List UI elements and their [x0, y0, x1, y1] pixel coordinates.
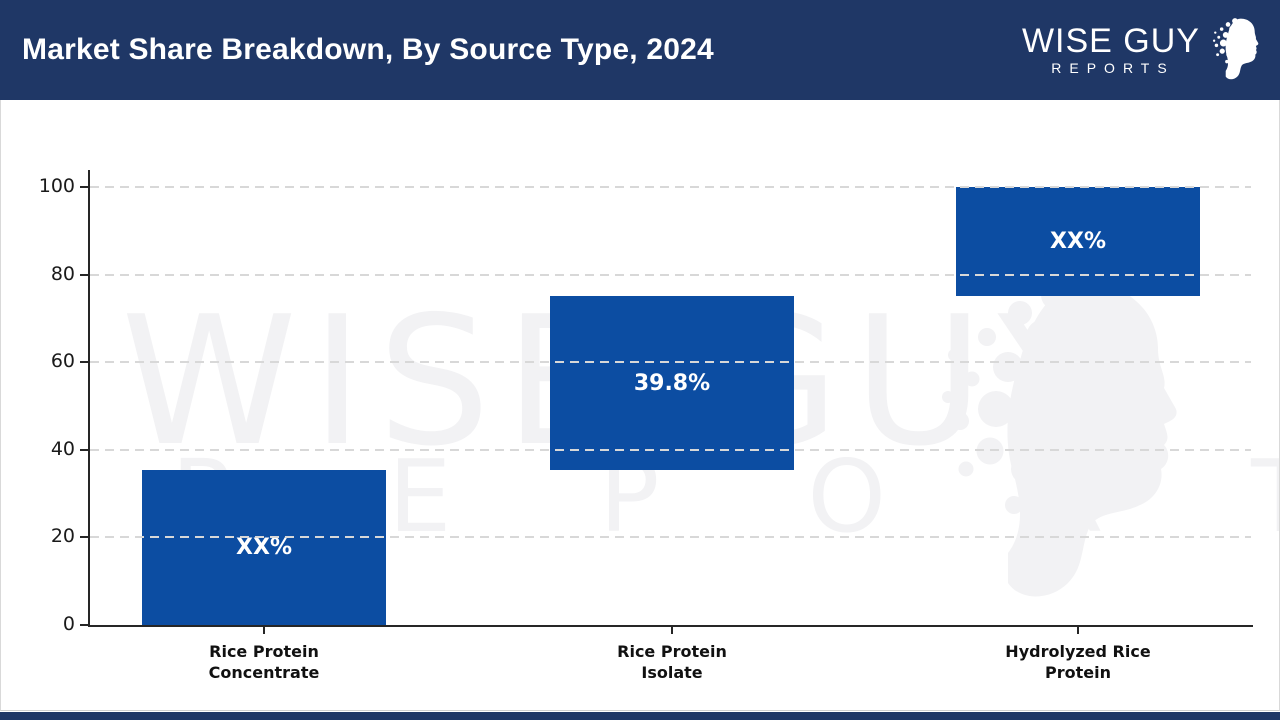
x-axis-spine — [88, 625, 1253, 627]
bar-value-label: 39.8% — [633, 370, 711, 396]
brand-logo: WISE GUY REPORTS — [1022, 10, 1280, 90]
x-tick-mark — [671, 627, 673, 634]
x-category-line: Isolate — [641, 663, 703, 682]
wiseguy-face-icon — [1212, 18, 1259, 80]
brand-subtitle: REPORTS — [1051, 60, 1175, 76]
y-tick-mark — [80, 186, 88, 188]
y-axis-spine — [88, 170, 90, 627]
y-tick-label: 60 — [50, 350, 75, 373]
x-category-line: Protein — [1045, 663, 1111, 682]
x-category-line: Rice Protein — [209, 642, 319, 661]
gridline-40 — [90, 448, 1251, 451]
y-tick-mark — [80, 448, 88, 451]
bar-2: 39.8% — [550, 296, 794, 471]
x-category-line: Concentrate — [208, 663, 320, 682]
y-tick-label: 100 — [38, 175, 75, 197]
y-tick-mark — [80, 624, 88, 626]
brand-logo-text: WISE GUY REPORTS — [1022, 24, 1200, 76]
bar-value-label: XX% — [236, 535, 292, 561]
y-tick-mark — [80, 536, 88, 539]
page-title: Market Share Breakdown, By Source Type, … — [22, 33, 714, 66]
bar-3: XX% — [956, 187, 1200, 297]
x-category-label: Rice Protein Concentrate — [104, 641, 424, 683]
x-category-label: Rice Protein Isolate — [512, 641, 832, 683]
y-tick-label: 20 — [50, 525, 75, 548]
y-tick-label: 40 — [50, 437, 75, 460]
bar-1: XX% — [142, 470, 386, 625]
x-tick-mark — [263, 627, 265, 634]
y-tick-label: 0 — [62, 613, 75, 635]
y-tick-mark — [80, 361, 88, 364]
y-tick-mark — [80, 273, 88, 276]
gridline-80 — [90, 273, 1251, 276]
brand-name: WISE GUY — [1021, 22, 1200, 60]
gridline-100 — [90, 186, 1251, 188]
x-tick-mark — [1077, 627, 1079, 634]
x-category-label: Hydrolyzed Rice Protein — [918, 641, 1238, 683]
bar-value-label: XX% — [1050, 229, 1106, 255]
x-category-line: Hydrolyzed Rice — [1005, 642, 1151, 661]
footer-bar — [0, 712, 1280, 720]
x-category-line: Rice Protein — [617, 642, 727, 661]
header: Market Share Breakdown, By Source Type, … — [0, 0, 1280, 100]
y-tick-label: 80 — [50, 262, 75, 285]
gridline-20 — [90, 536, 1251, 539]
gridline-60 — [90, 361, 1251, 364]
